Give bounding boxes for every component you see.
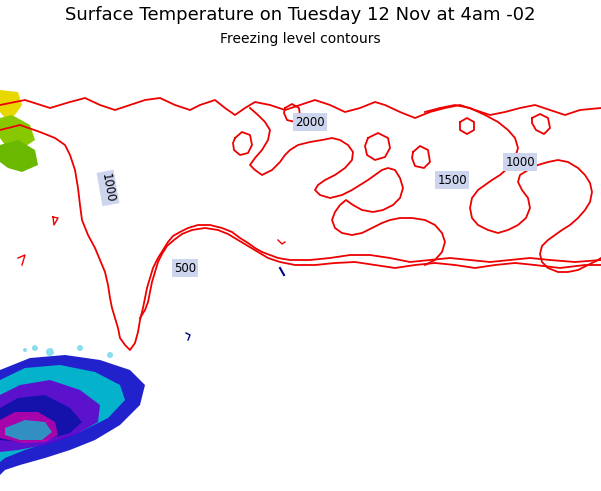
Polygon shape: [0, 412, 58, 443]
Polygon shape: [0, 90, 22, 118]
Polygon shape: [0, 365, 125, 462]
Circle shape: [107, 352, 113, 358]
Circle shape: [53, 348, 57, 352]
Circle shape: [32, 345, 38, 351]
Circle shape: [46, 348, 54, 356]
Text: 2000: 2000: [295, 115, 325, 129]
Circle shape: [23, 348, 27, 352]
Polygon shape: [0, 115, 35, 150]
Text: Freezing level contours: Freezing level contours: [220, 32, 381, 46]
Text: 1000: 1000: [99, 172, 117, 204]
Polygon shape: [0, 355, 145, 475]
Polygon shape: [5, 420, 52, 440]
Text: Surface Temperature on Tuesday 12 Nov at 4am -02: Surface Temperature on Tuesday 12 Nov at…: [66, 6, 535, 24]
Circle shape: [36, 343, 40, 347]
Circle shape: [77, 345, 83, 351]
Text: 1000: 1000: [505, 156, 535, 168]
Polygon shape: [0, 395, 82, 442]
Circle shape: [68, 344, 72, 348]
Polygon shape: [0, 380, 100, 452]
Text: 1500: 1500: [437, 173, 467, 187]
Polygon shape: [0, 140, 38, 172]
Text: 500: 500: [174, 262, 196, 274]
